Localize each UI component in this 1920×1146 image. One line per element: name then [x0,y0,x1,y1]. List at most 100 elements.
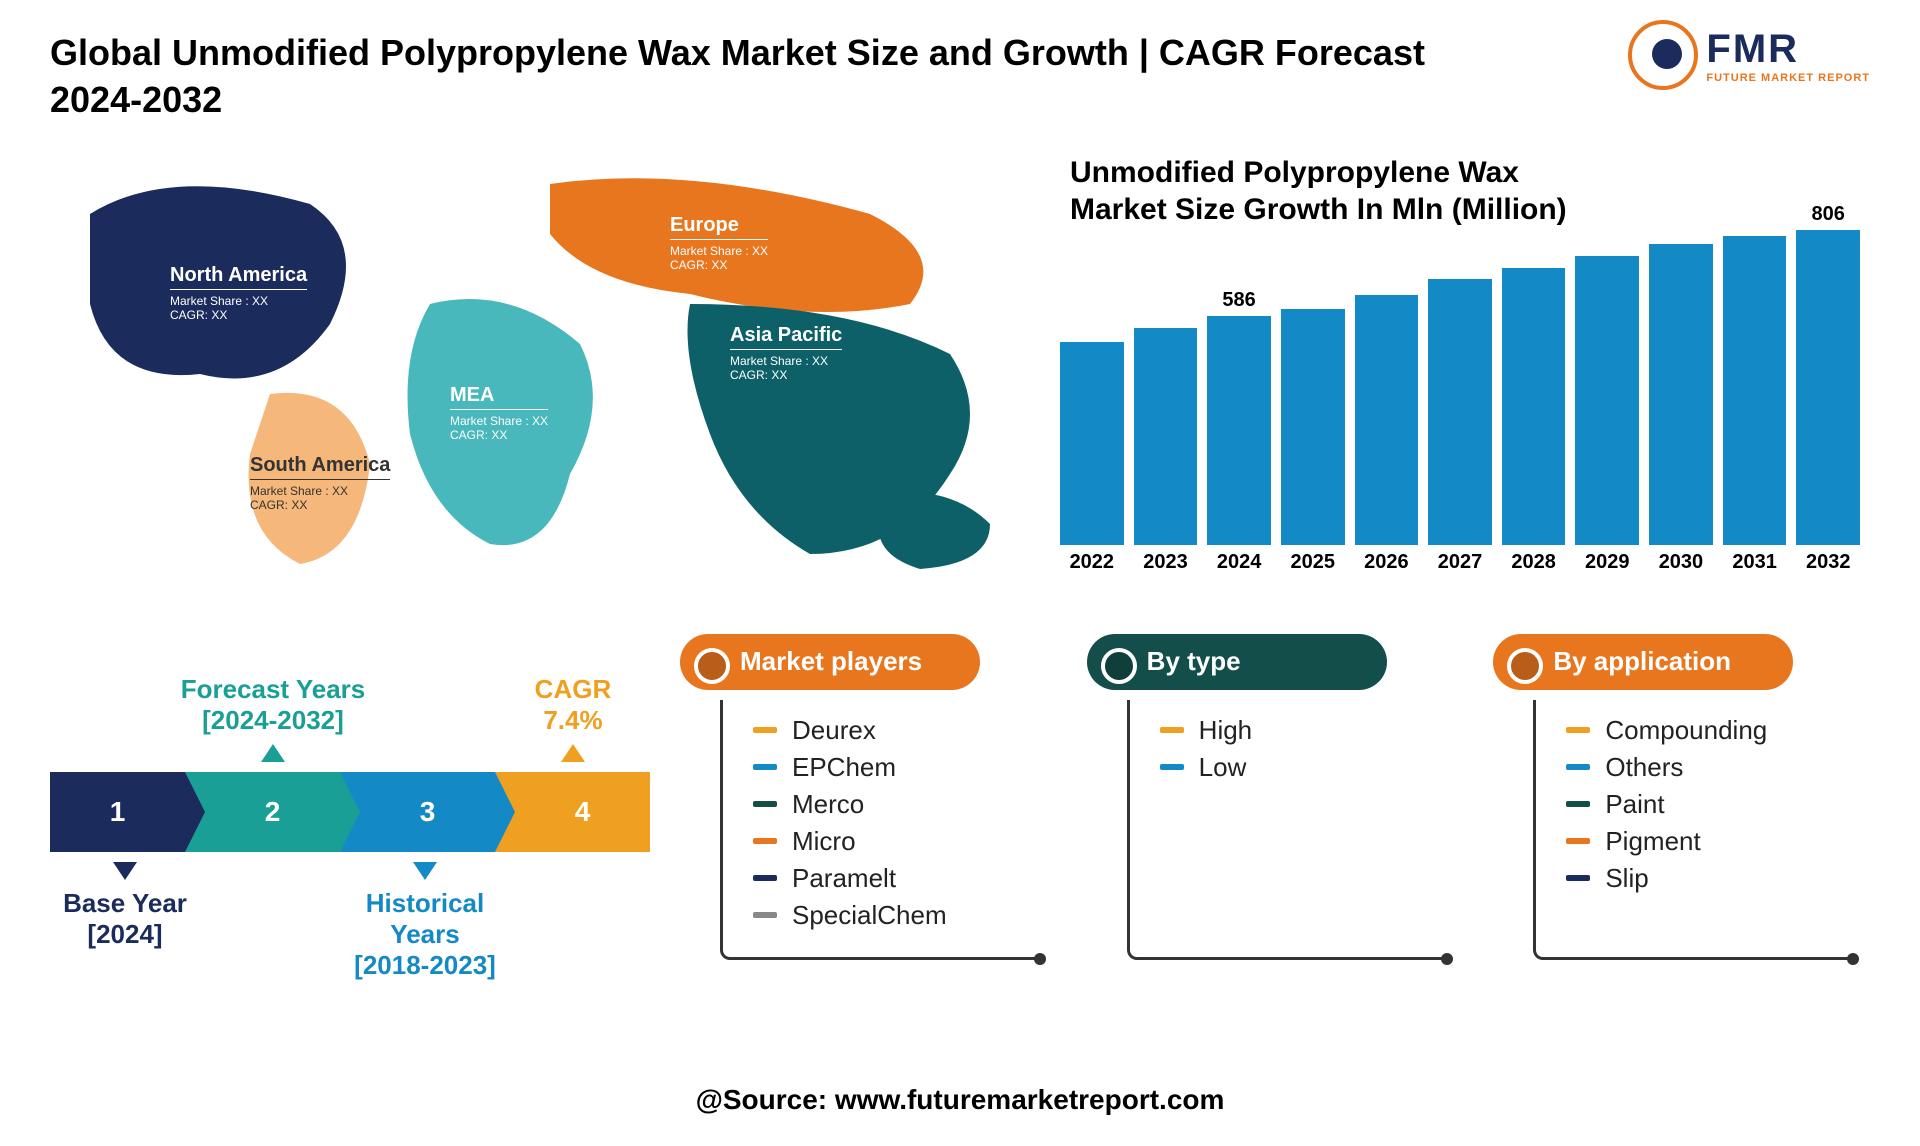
bar-group: 2030 [1649,240,1713,573]
bar [1428,279,1492,544]
timeline-strip: 1 2 3 4 [50,772,650,852]
timeline: x Forecast Years [2024-2032] x CAGR 7.4%… [50,634,650,982]
region-cagr: CAGR: XX [170,308,307,322]
bar-year: 2028 [1511,551,1556,574]
market-players-header: Market players [680,634,980,690]
item-label: EPChem [792,752,896,783]
bar-value: 806 [1812,203,1845,226]
market-players-section: Market players Deurex EPChem Merco Micro Par… [680,634,1057,982]
item-label: Low [1199,752,1247,783]
item-label: Merco [792,789,864,820]
item-label: Paint [1605,789,1664,820]
bullet-dash [753,801,777,807]
bar [1502,268,1566,545]
region-share: Market Share : XX [670,244,768,258]
bar-group: 2028 [1502,264,1566,574]
region-cagr: CAGR: XX [250,498,390,512]
market-players-list: Deurex EPChem Merco Micro Paramelt SpecialChe… [720,700,1040,960]
region-title: North America [170,264,307,290]
page-title: Global Unmodified Polypropylene Wax Mark… [50,30,1450,124]
bullet-dash [1566,838,1590,844]
logo-icon [1628,20,1698,90]
region-mea: MEA Market Share : XX CAGR: XX [450,384,548,442]
brand-logo: FMR FUTURE MARKET REPORT [1628,20,1870,90]
bullet-dash [753,764,777,770]
market-size-chart: Unmodified Polypropylene Wax Market Size… [1050,154,1870,574]
region-title: Europe [670,214,768,240]
bar-group: 2022 [1060,338,1124,574]
region-share: Market Share : XX [170,294,307,308]
map-svg [50,154,1010,574]
item-label: Paramelt [792,863,896,894]
item-label: Micro [792,826,856,857]
world-map: North America Market Share : XX CAGR: XX… [50,154,1010,574]
bar [1723,236,1787,544]
timeline-step-1: 1 [50,772,185,852]
list-item: Merco [753,789,1020,820]
bullet-dash [753,727,777,733]
bullet-dash [753,875,777,881]
bar [1134,328,1198,545]
timeline-step-4: 4 [495,772,650,852]
bar-year: 2026 [1364,551,1409,574]
region-europe: Europe Market Share : XX CAGR: XX [670,214,768,272]
bar-year: 2022 [1070,551,1115,574]
list-item: Paramelt [753,863,1020,894]
item-label: High [1199,715,1252,746]
bar-group: 2031 [1723,232,1787,573]
bar-year: 2024 [1217,551,1262,574]
region-share: Market Share : XX [730,354,842,368]
bar [1355,295,1419,545]
timeline-step-3: 3 [340,772,495,852]
item-label: SpecialChem [792,900,947,931]
bar-year: 2031 [1732,551,1777,574]
bar-group: 2027 [1428,275,1492,573]
region-title: MEA [450,384,548,410]
bar-year: 2025 [1290,551,1335,574]
bullet-dash [1566,875,1590,881]
list-item: Low [1160,752,1427,783]
bar [1281,309,1345,545]
forecast-label: Forecast Years [2024-2032] [181,674,366,762]
item-label: Pigment [1605,826,1700,857]
bar-group: 2025 [1281,305,1345,574]
bullet-dash [1566,801,1590,807]
by-application-section: By application Compounding Others Paint Pig… [1493,634,1870,982]
bar [1060,342,1124,545]
by-type-list: High Low [1127,700,1447,960]
region-title: South America [250,454,390,480]
bar-year: 2030 [1659,551,1704,574]
region-title: Asia Pacific [730,324,842,350]
bar [1649,244,1713,544]
bar-group: 8062032 [1796,203,1860,574]
list-item: Micro [753,826,1020,857]
region-cagr: CAGR: XX [670,258,768,272]
bar-value: 586 [1222,289,1255,312]
by-application-list: Compounding Others Paint Pigment Slip [1533,700,1853,960]
item-label: Compounding [1605,715,1767,746]
bar-group: 586 2024 [1207,289,1271,574]
bar [1796,230,1860,545]
list-item: Deurex [753,715,1020,746]
historical-years-label: Historical Years [2018-2023] [350,888,500,982]
bar [1207,316,1271,545]
list-item: High [1160,715,1427,746]
region-north-america: North America Market Share : XX CAGR: XX [170,264,307,322]
bullet-dash [1566,727,1590,733]
by-application-header: By application [1493,634,1793,690]
region-cagr: CAGR: XX [730,368,842,382]
timeline-step-2: 2 [185,772,340,852]
by-type-section: By type HighLow [1087,634,1464,982]
list-item: Others [1566,752,1833,783]
list-item: Slip [1566,863,1833,894]
item-label: Slip [1605,863,1648,894]
bullet-dash [753,912,777,918]
bar-year: 2029 [1585,551,1630,574]
logo-sub: FUTURE MARKET REPORT [1706,72,1870,84]
bar-year: 2023 [1143,551,1188,574]
bar-year: 2027 [1438,551,1483,574]
cagr-label: CAGR 7.4% [535,674,612,762]
bar-group: 2029 [1575,252,1639,574]
bar-group: 2026 [1355,291,1419,574]
region-south-america: South America Market Share : XX CAGR: XX [250,454,390,512]
